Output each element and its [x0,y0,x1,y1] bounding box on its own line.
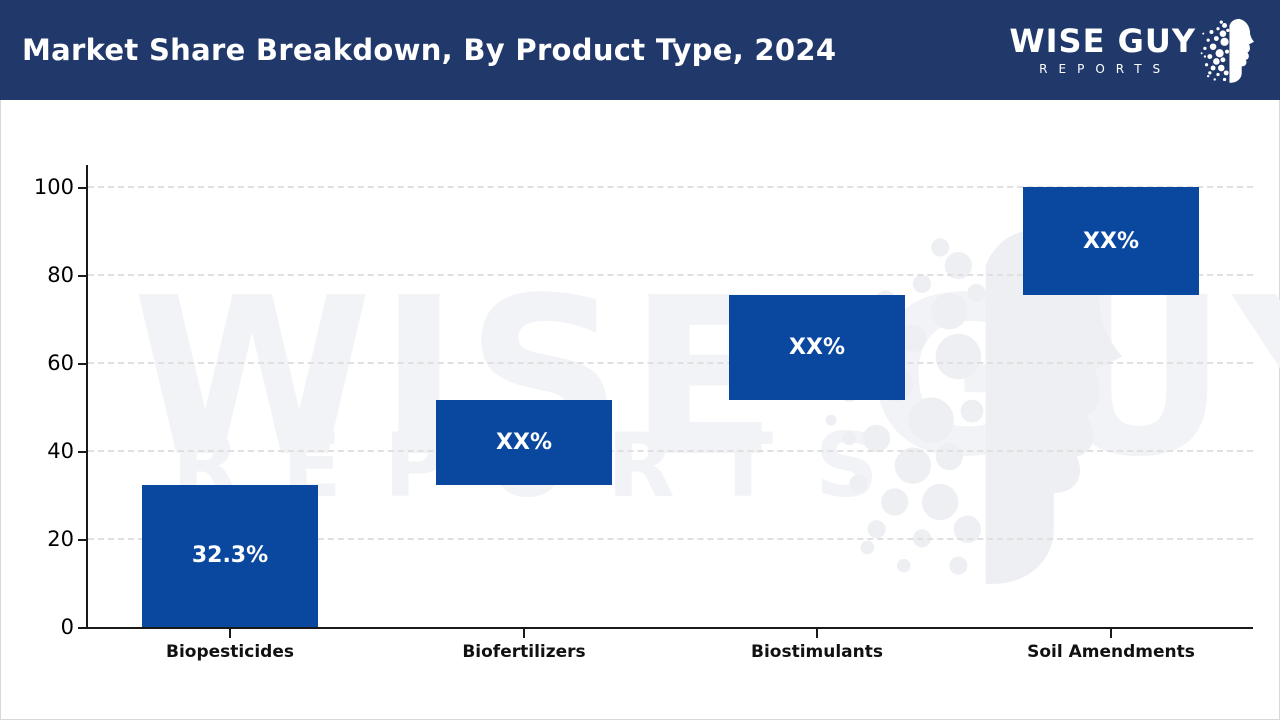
gridline-60 [88,362,1253,364]
y-tick-100 [78,187,86,189]
dotted-face-profile-icon [1200,18,1254,83]
bar-biopesticides: 32.3% [142,484,318,627]
bar-value-label: 32.3% [191,543,269,569]
x-tick-3 [816,629,818,638]
y-tick-label-100: 100 [33,175,74,199]
x-category-label-2: Biofertilizers [462,642,586,662]
watermark-text-line1: WISE GUY [132,252,1280,505]
x-axis-line [86,627,1253,629]
x-tick-2 [523,629,525,638]
gridline-100 [88,186,1253,188]
y-tick-40 [78,451,86,453]
waterfall-chart: WISE GUY REPORTS 02040608010032.3%XX%XX%… [0,100,1280,720]
x-category-label-1: Biopesticides [166,642,294,662]
gridline-40 [88,450,1253,452]
y-tick-20 [78,539,86,541]
bar-soil-amendments: XX% [1023,187,1199,296]
logo-wordmark-line1: WISE GUY [1009,21,1196,60]
header-bar: Market Share Breakdown, By Product Type,… [0,0,1280,100]
x-tick-4 [1110,629,1112,638]
gridline-20 [88,538,1253,540]
y-tick-label-0: 0 [60,615,74,639]
logo-wordmark-line2: REPORTS [1039,61,1172,76]
y-tick-0 [78,627,86,629]
bar-value-label: XX% [789,335,845,361]
bar-value-label: XX% [1083,228,1139,254]
x-category-label-4: Soil Amendments [1027,642,1195,662]
page-title: Market Share Breakdown, By Product Type,… [22,33,837,67]
bar-biostimulants: XX% [729,295,905,401]
bar-value-label: XX% [496,430,552,456]
bar-biofertilizers: XX% [436,400,612,485]
logo-wordmark: WISE GUY REPORTS [1009,25,1196,76]
y-tick-80 [78,275,86,277]
y-tick-label-20: 20 [47,527,74,551]
gridline-80 [88,274,1253,276]
x-tick-1 [229,629,231,638]
x-category-label-3: Biostimulants [751,642,883,662]
y-tick-label-80: 80 [47,263,74,287]
y-tick-label-40: 40 [47,439,74,463]
y-axis-line [86,165,88,629]
brand-logo: WISE GUY REPORTS [1009,11,1254,89]
y-tick-label-60: 60 [47,351,74,375]
y-tick-60 [78,363,86,365]
